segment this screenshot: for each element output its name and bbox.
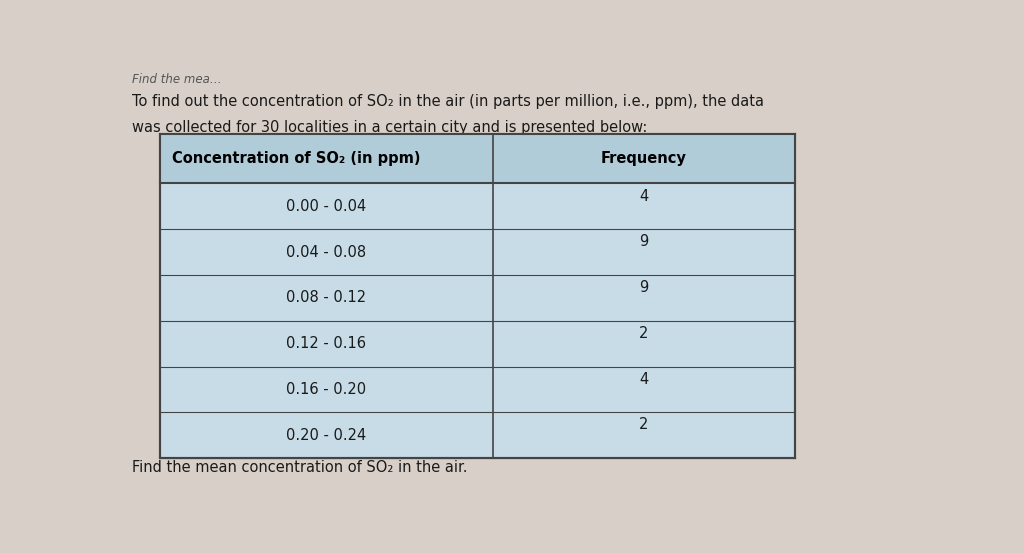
Text: 0.08 - 0.12: 0.08 - 0.12	[287, 290, 367, 305]
Text: 0.12 - 0.16: 0.12 - 0.16	[287, 336, 367, 351]
Text: 4: 4	[639, 189, 648, 204]
Text: Concentration of SO₂ (in ppm): Concentration of SO₂ (in ppm)	[172, 152, 420, 166]
Text: 0.00 - 0.04: 0.00 - 0.04	[287, 199, 367, 214]
Text: 9: 9	[639, 280, 648, 295]
Text: 2: 2	[639, 326, 648, 341]
Text: 0.16 - 0.20: 0.16 - 0.20	[287, 382, 367, 397]
Text: 2: 2	[639, 418, 648, 432]
Text: 4: 4	[639, 372, 648, 387]
Bar	[160, 134, 795, 184]
Text: Frequency: Frequency	[601, 152, 687, 166]
Text: Find the mea…: Find the mea…	[132, 73, 221, 86]
Text: To find out the concentration of SO₂ in the air (in parts per million, i.e., ppm: To find out the concentration of SO₂ in …	[132, 94, 764, 109]
Text: 0.20 - 0.24: 0.20 - 0.24	[287, 427, 367, 443]
Bar	[160, 134, 795, 458]
Text: 0.04 - 0.08: 0.04 - 0.08	[287, 244, 367, 259]
Text: Find the mean concentration of SO₂ in the air.: Find the mean concentration of SO₂ in th…	[132, 460, 468, 475]
Text: was collected for 30 localities in a certain city and is presented below:: was collected for 30 localities in a cer…	[132, 119, 647, 134]
Text: 9: 9	[639, 234, 648, 249]
